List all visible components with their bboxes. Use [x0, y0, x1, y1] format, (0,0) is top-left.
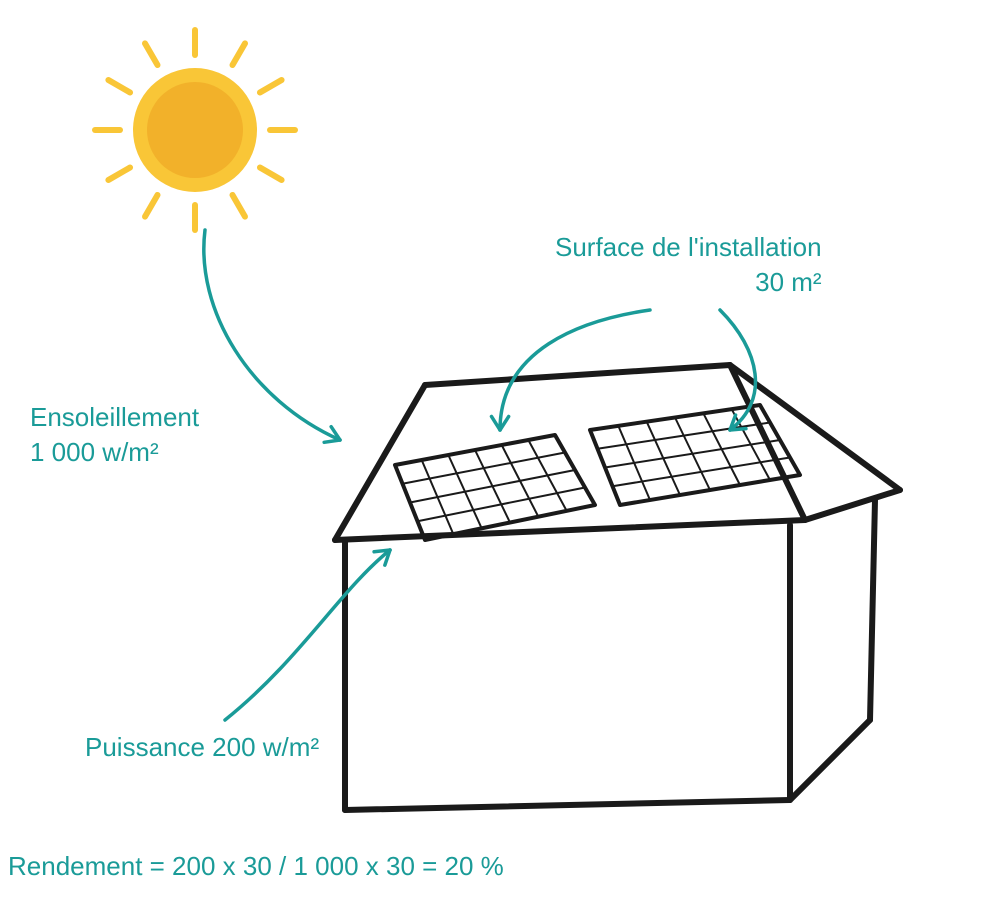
surface-label-line2: 30 m²: [755, 267, 821, 297]
puissance-label: Puissance 200 w/m²: [85, 730, 319, 765]
surface-label: Surface de l'installation 30 m²: [555, 230, 822, 300]
ensoleillement-label-line2: 1 000 w/m²: [30, 437, 159, 467]
surface-label-line1: Surface de l'installation: [555, 232, 822, 262]
ensoleillement-label: Ensoleillement 1 000 w/m²: [30, 400, 199, 470]
ensoleillement-label-line1: Ensoleillement: [30, 402, 199, 432]
puissance-label-text: Puissance 200 w/m²: [85, 732, 319, 762]
formula-text: Rendement = 200 x 30 / 1 000 x 30 = 20 %: [8, 851, 504, 882]
sun-icon: [65, 0, 325, 265]
